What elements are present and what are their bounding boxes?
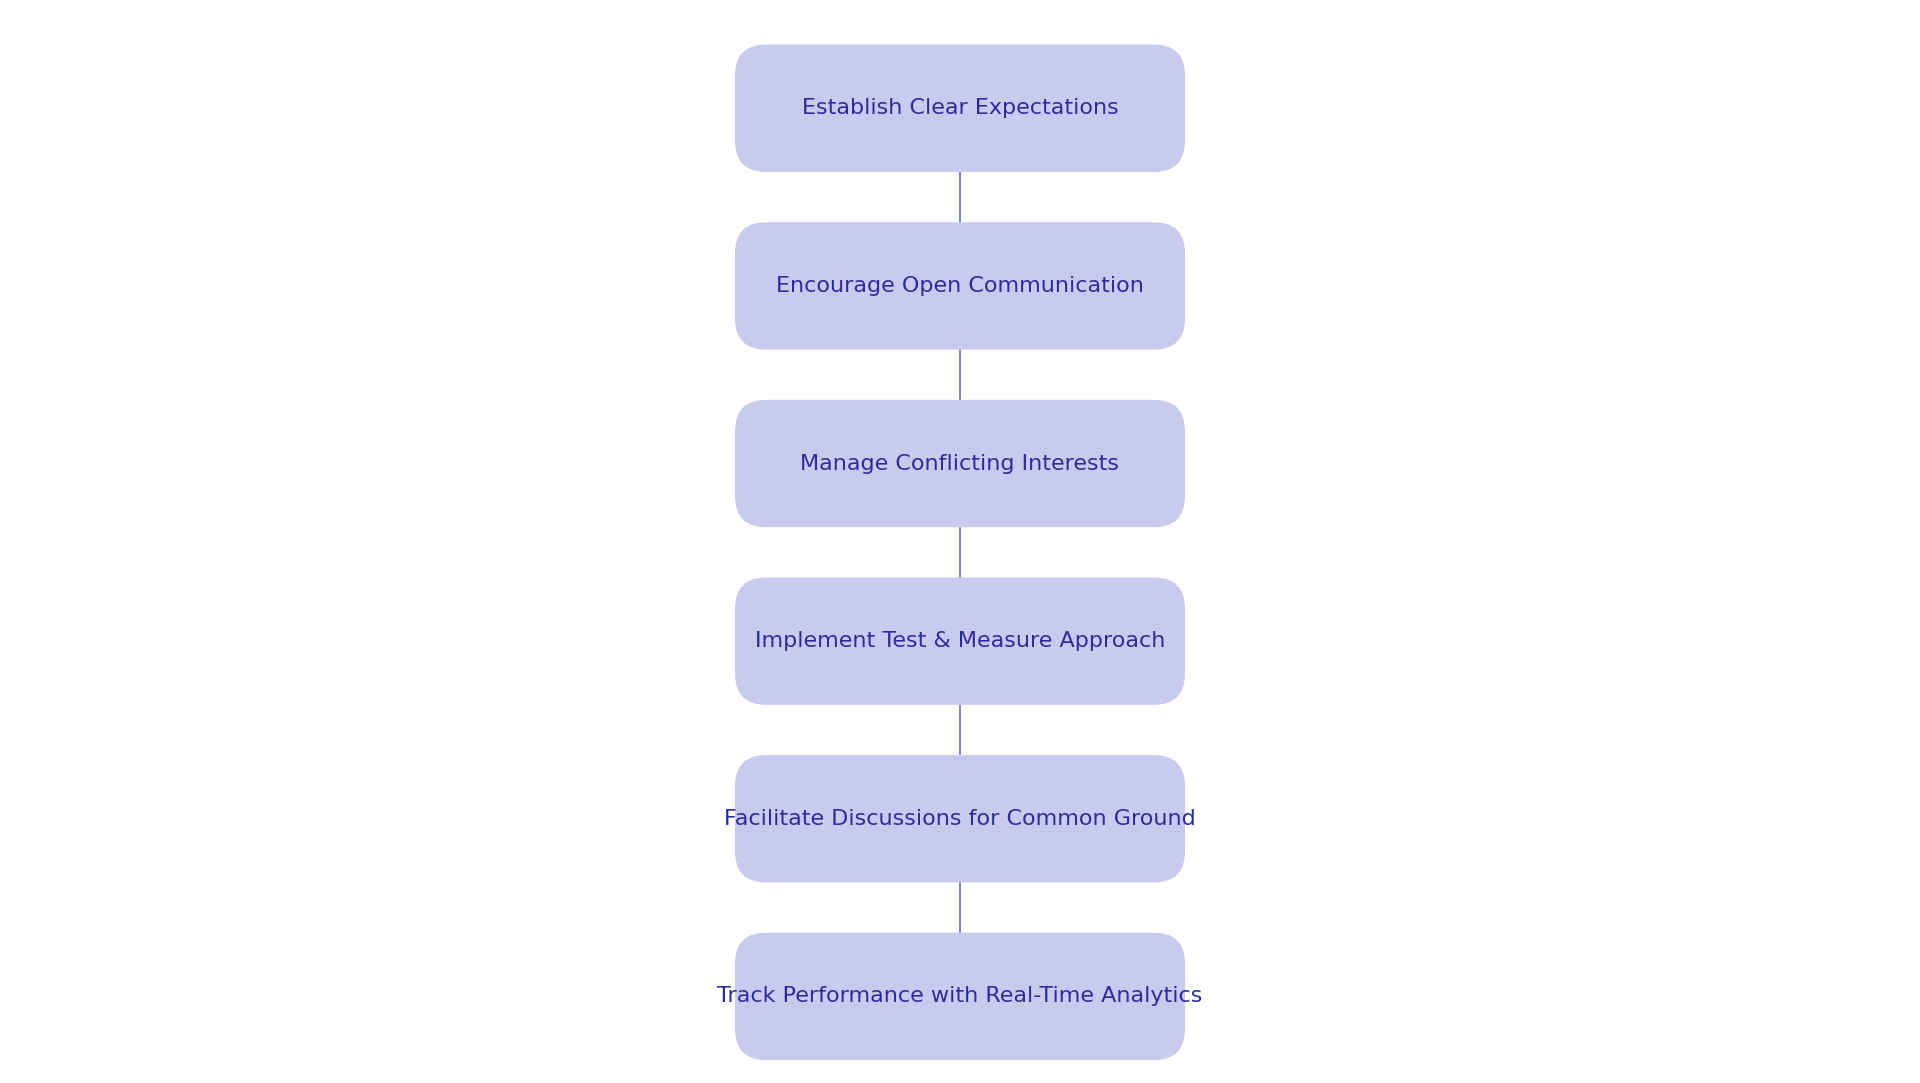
FancyBboxPatch shape <box>735 44 1185 172</box>
Text: Facilitate Discussions for Common Ground: Facilitate Discussions for Common Ground <box>724 809 1196 828</box>
Text: Manage Conflicting Interests: Manage Conflicting Interests <box>801 454 1119 473</box>
FancyBboxPatch shape <box>735 222 1185 350</box>
FancyBboxPatch shape <box>735 755 1185 883</box>
Text: Encourage Open Communication: Encourage Open Communication <box>776 276 1144 296</box>
FancyBboxPatch shape <box>735 400 1185 527</box>
FancyBboxPatch shape <box>735 577 1185 705</box>
Text: Establish Clear Expectations: Establish Clear Expectations <box>803 99 1117 118</box>
Text: Implement Test & Measure Approach: Implement Test & Measure Approach <box>755 631 1165 651</box>
FancyBboxPatch shape <box>735 932 1185 1060</box>
Text: Track Performance with Real-Time Analytics: Track Performance with Real-Time Analyti… <box>718 987 1202 1006</box>
